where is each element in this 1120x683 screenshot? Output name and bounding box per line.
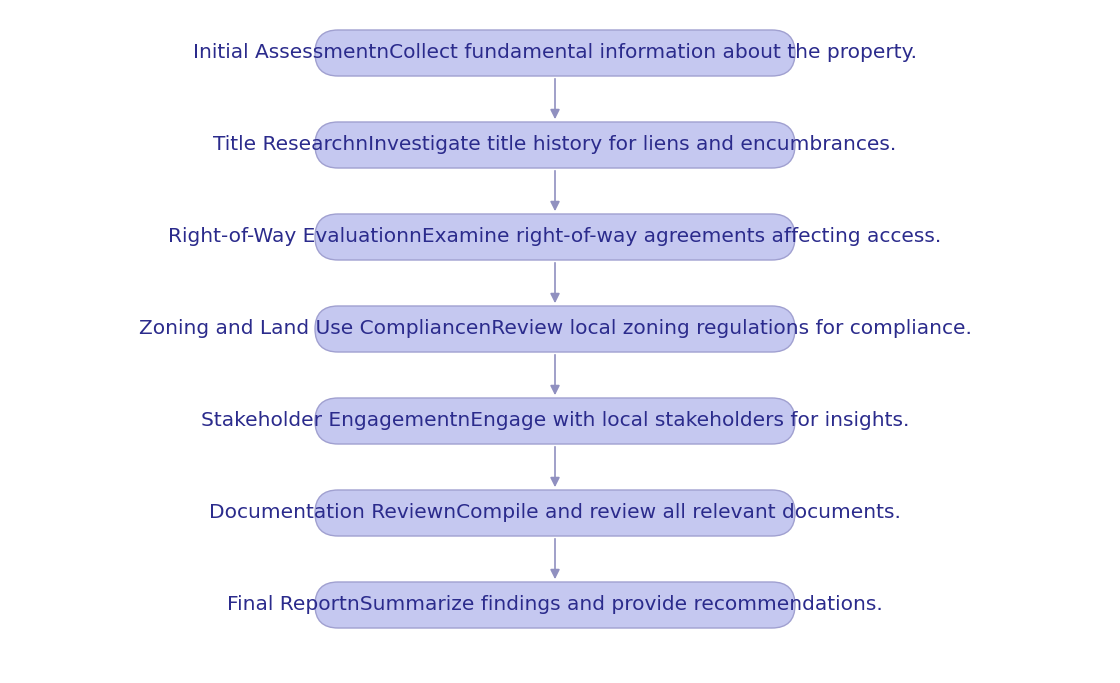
Text: Title ResearchnInvestigate title history for liens and encumbrances.: Title ResearchnInvestigate title history… — [214, 135, 897, 154]
Text: Right-of-Way EvaluationnExamine right-of-way agreements affecting access.: Right-of-Way EvaluationnExamine right-of… — [168, 227, 942, 247]
Text: Final ReportnSummarize findings and provide recommendations.: Final ReportnSummarize findings and prov… — [227, 596, 883, 615]
FancyBboxPatch shape — [315, 490, 795, 536]
FancyBboxPatch shape — [315, 398, 795, 444]
FancyBboxPatch shape — [315, 122, 795, 168]
Text: Zoning and Land Use CompliancenReview local zoning regulations for compliance.: Zoning and Land Use CompliancenReview lo… — [139, 320, 971, 339]
Text: Initial AssessmentnCollect fundamental information about the property.: Initial AssessmentnCollect fundamental i… — [193, 44, 917, 63]
Text: Documentation ReviewnCompile and review all relevant documents.: Documentation ReviewnCompile and review … — [209, 503, 900, 522]
FancyBboxPatch shape — [315, 30, 795, 76]
FancyBboxPatch shape — [315, 582, 795, 628]
FancyBboxPatch shape — [315, 214, 795, 260]
Text: Stakeholder EngagementnEngage with local stakeholders for insights.: Stakeholder EngagementnEngage with local… — [200, 411, 909, 430]
FancyBboxPatch shape — [315, 306, 795, 352]
